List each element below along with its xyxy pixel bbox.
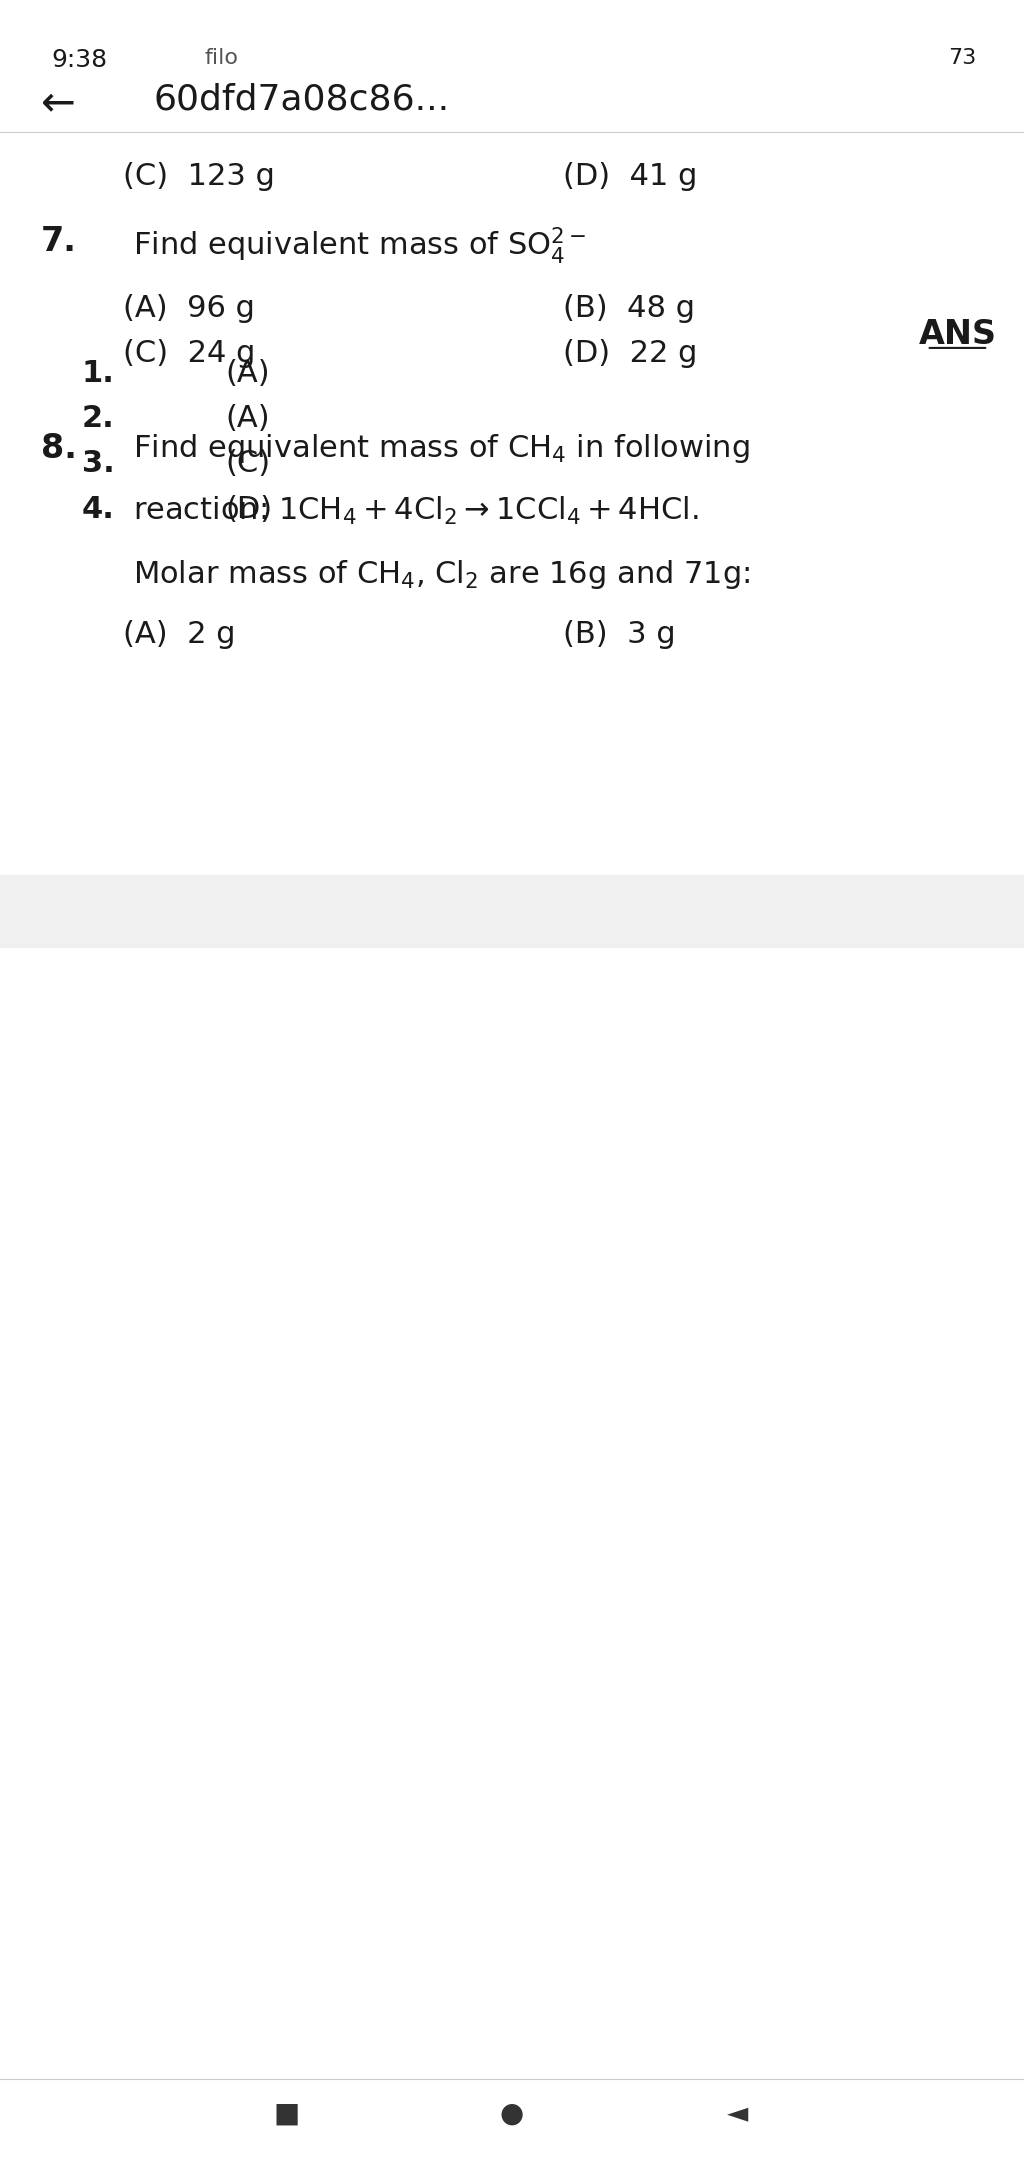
Text: ◄: ◄ — [727, 2100, 748, 2126]
Text: ←: ← — [41, 82, 76, 123]
Text: reaction: $\mathrm{1CH_4 + 4Cl_2 \rightarrow 1CCl_4 + 4HCl}$.: reaction: $\mathrm{1CH_4 + 4Cl_2 \righta… — [133, 495, 698, 527]
Text: (D)  41 g: (D) 41 g — [563, 162, 697, 190]
Bar — [0, 875, 1024, 947]
Text: 8.: 8. — [41, 432, 77, 465]
Text: (D): (D) — [225, 495, 272, 523]
Text: (C)  123 g: (C) 123 g — [123, 162, 274, 190]
Text: 73: 73 — [948, 48, 977, 67]
Text: (C): (C) — [225, 449, 270, 478]
Text: 9:38: 9:38 — [51, 48, 108, 71]
Text: (D)  22 g: (D) 22 g — [563, 339, 697, 367]
Text: (B)  3 g: (B) 3 g — [563, 620, 676, 648]
Text: 1.: 1. — [82, 359, 115, 387]
Text: Find equivalent mass of $\mathrm{SO_4^{2-}}$: Find equivalent mass of $\mathrm{SO_4^{2… — [133, 225, 587, 266]
Text: (A): (A) — [225, 359, 270, 387]
Text: (C)  24 g: (C) 24 g — [123, 339, 255, 367]
Text: (B)  48 g: (B) 48 g — [563, 294, 695, 322]
Text: 2.: 2. — [82, 404, 115, 432]
Text: 4.: 4. — [82, 495, 115, 523]
Text: 7.: 7. — [41, 225, 77, 257]
Text: (A): (A) — [225, 404, 270, 432]
Text: 3.: 3. — [82, 449, 115, 478]
Text: filo: filo — [205, 48, 239, 67]
Text: ●: ● — [500, 2100, 524, 2126]
Text: 60dfd7a08c86...: 60dfd7a08c86... — [154, 82, 450, 117]
Text: (A)  2 g: (A) 2 g — [123, 620, 236, 648]
Text: ANS: ANS — [919, 318, 996, 350]
Text: (A)  96 g: (A) 96 g — [123, 294, 255, 322]
Text: Find equivalent mass of $\mathrm{CH_4}$ in following: Find equivalent mass of $\mathrm{CH_4}$ … — [133, 432, 750, 465]
Text: Molar mass of $\mathrm{CH_4}$, $\mathrm{Cl_2}$ are 16g and 71g:: Molar mass of $\mathrm{CH_4}$, $\mathrm{… — [133, 558, 751, 590]
Text: ■: ■ — [273, 2100, 300, 2126]
